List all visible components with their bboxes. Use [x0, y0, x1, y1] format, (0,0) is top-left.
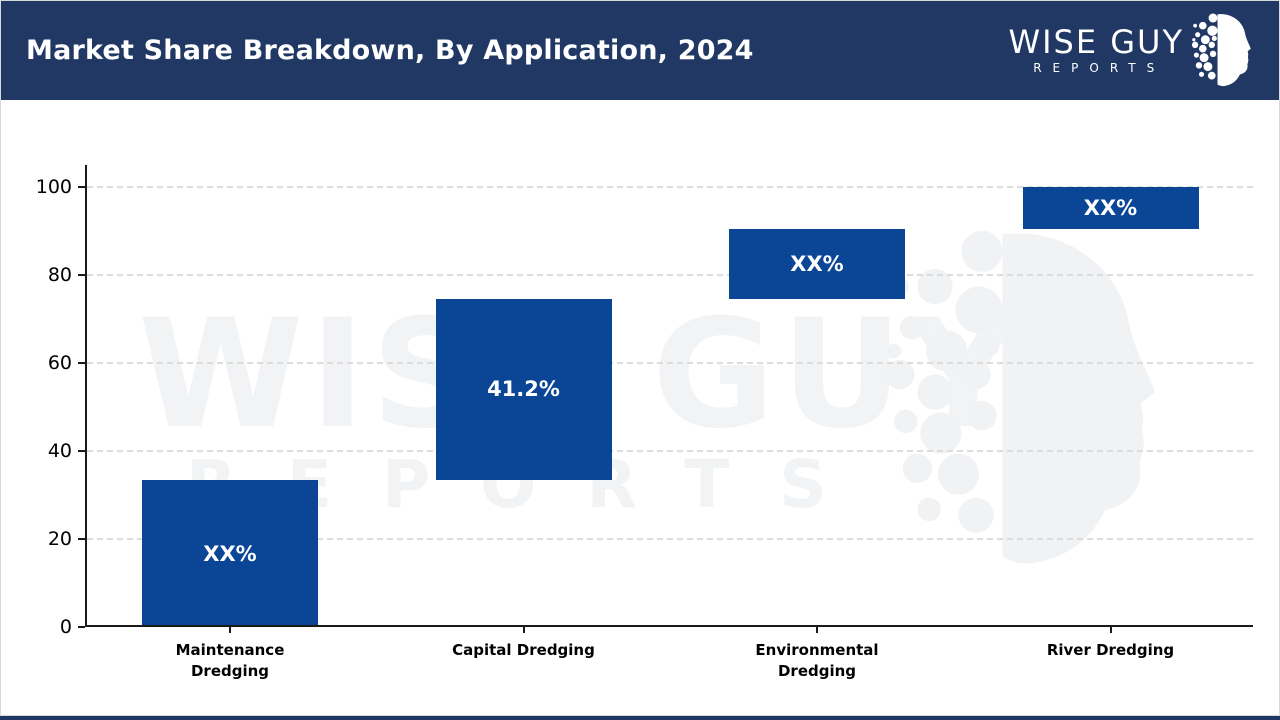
page-title: Market Share Breakdown, By Application, … [26, 34, 754, 66]
y-tick-mark [78, 186, 85, 188]
logo-brand-name: WISE GUY [1008, 22, 1184, 61]
gridline [87, 274, 1253, 276]
wiseguy-logo: WISE GUY REPORTS [1008, 11, 1254, 89]
wiseguy-head-icon [1191, 13, 1251, 87]
y-tick-mark [78, 362, 85, 364]
x-category-label: Capital Dredging [452, 641, 595, 659]
bar-capital-dredging: 41.2% [435, 298, 612, 481]
y-tick-mark [78, 538, 85, 540]
y-axis-line [85, 165, 87, 627]
header-bar: Market Share Breakdown, By Application, … [0, 0, 1280, 100]
x-tick-mark [816, 627, 818, 633]
y-tick-label: 20 [47, 528, 72, 550]
bar-value-label: XX% [203, 541, 257, 566]
x-tick-mark [229, 627, 231, 633]
y-tick-label: 0 [59, 616, 72, 638]
y-tick-mark [78, 274, 85, 276]
x-category-label: Environmental Dredging [755, 641, 879, 680]
x-tick-mark [522, 627, 525, 633]
x-category-label: River Dredging [1046, 641, 1175, 659]
logo-brand-sub: REPORTS [1033, 60, 1166, 75]
bar-river-dredging: XX% [1022, 187, 1199, 229]
x-tick-mark [1109, 627, 1112, 633]
gridline [87, 538, 1253, 540]
bar-environmental-dredging: XX% [729, 228, 905, 299]
y-tick-label: 80 [47, 264, 72, 286]
footer-bar [0, 716, 1280, 720]
wiseguy-logo-text: WISE GUY REPORTS [1008, 26, 1184, 75]
x-axis-line [85, 625, 1253, 627]
gridline [87, 186, 1253, 188]
y-tick-label: 60 [47, 352, 72, 374]
watermark-head-icon [885, 230, 1155, 564]
y-tick-mark [78, 626, 85, 628]
bar-value-label: XX% [790, 251, 844, 276]
gridline [87, 362, 1253, 364]
x-category-label: Maintenance Dredging [175, 641, 285, 680]
bar-maintenance-dredging: XX% [142, 480, 318, 627]
y-tick-label: 100 [35, 176, 72, 198]
y-tick-label: 40 [47, 440, 72, 462]
bar-value-label: XX% [1083, 195, 1138, 220]
bar-value-label: 41.2% [487, 377, 560, 402]
gridline [87, 450, 1253, 452]
y-tick-mark [78, 450, 85, 452]
